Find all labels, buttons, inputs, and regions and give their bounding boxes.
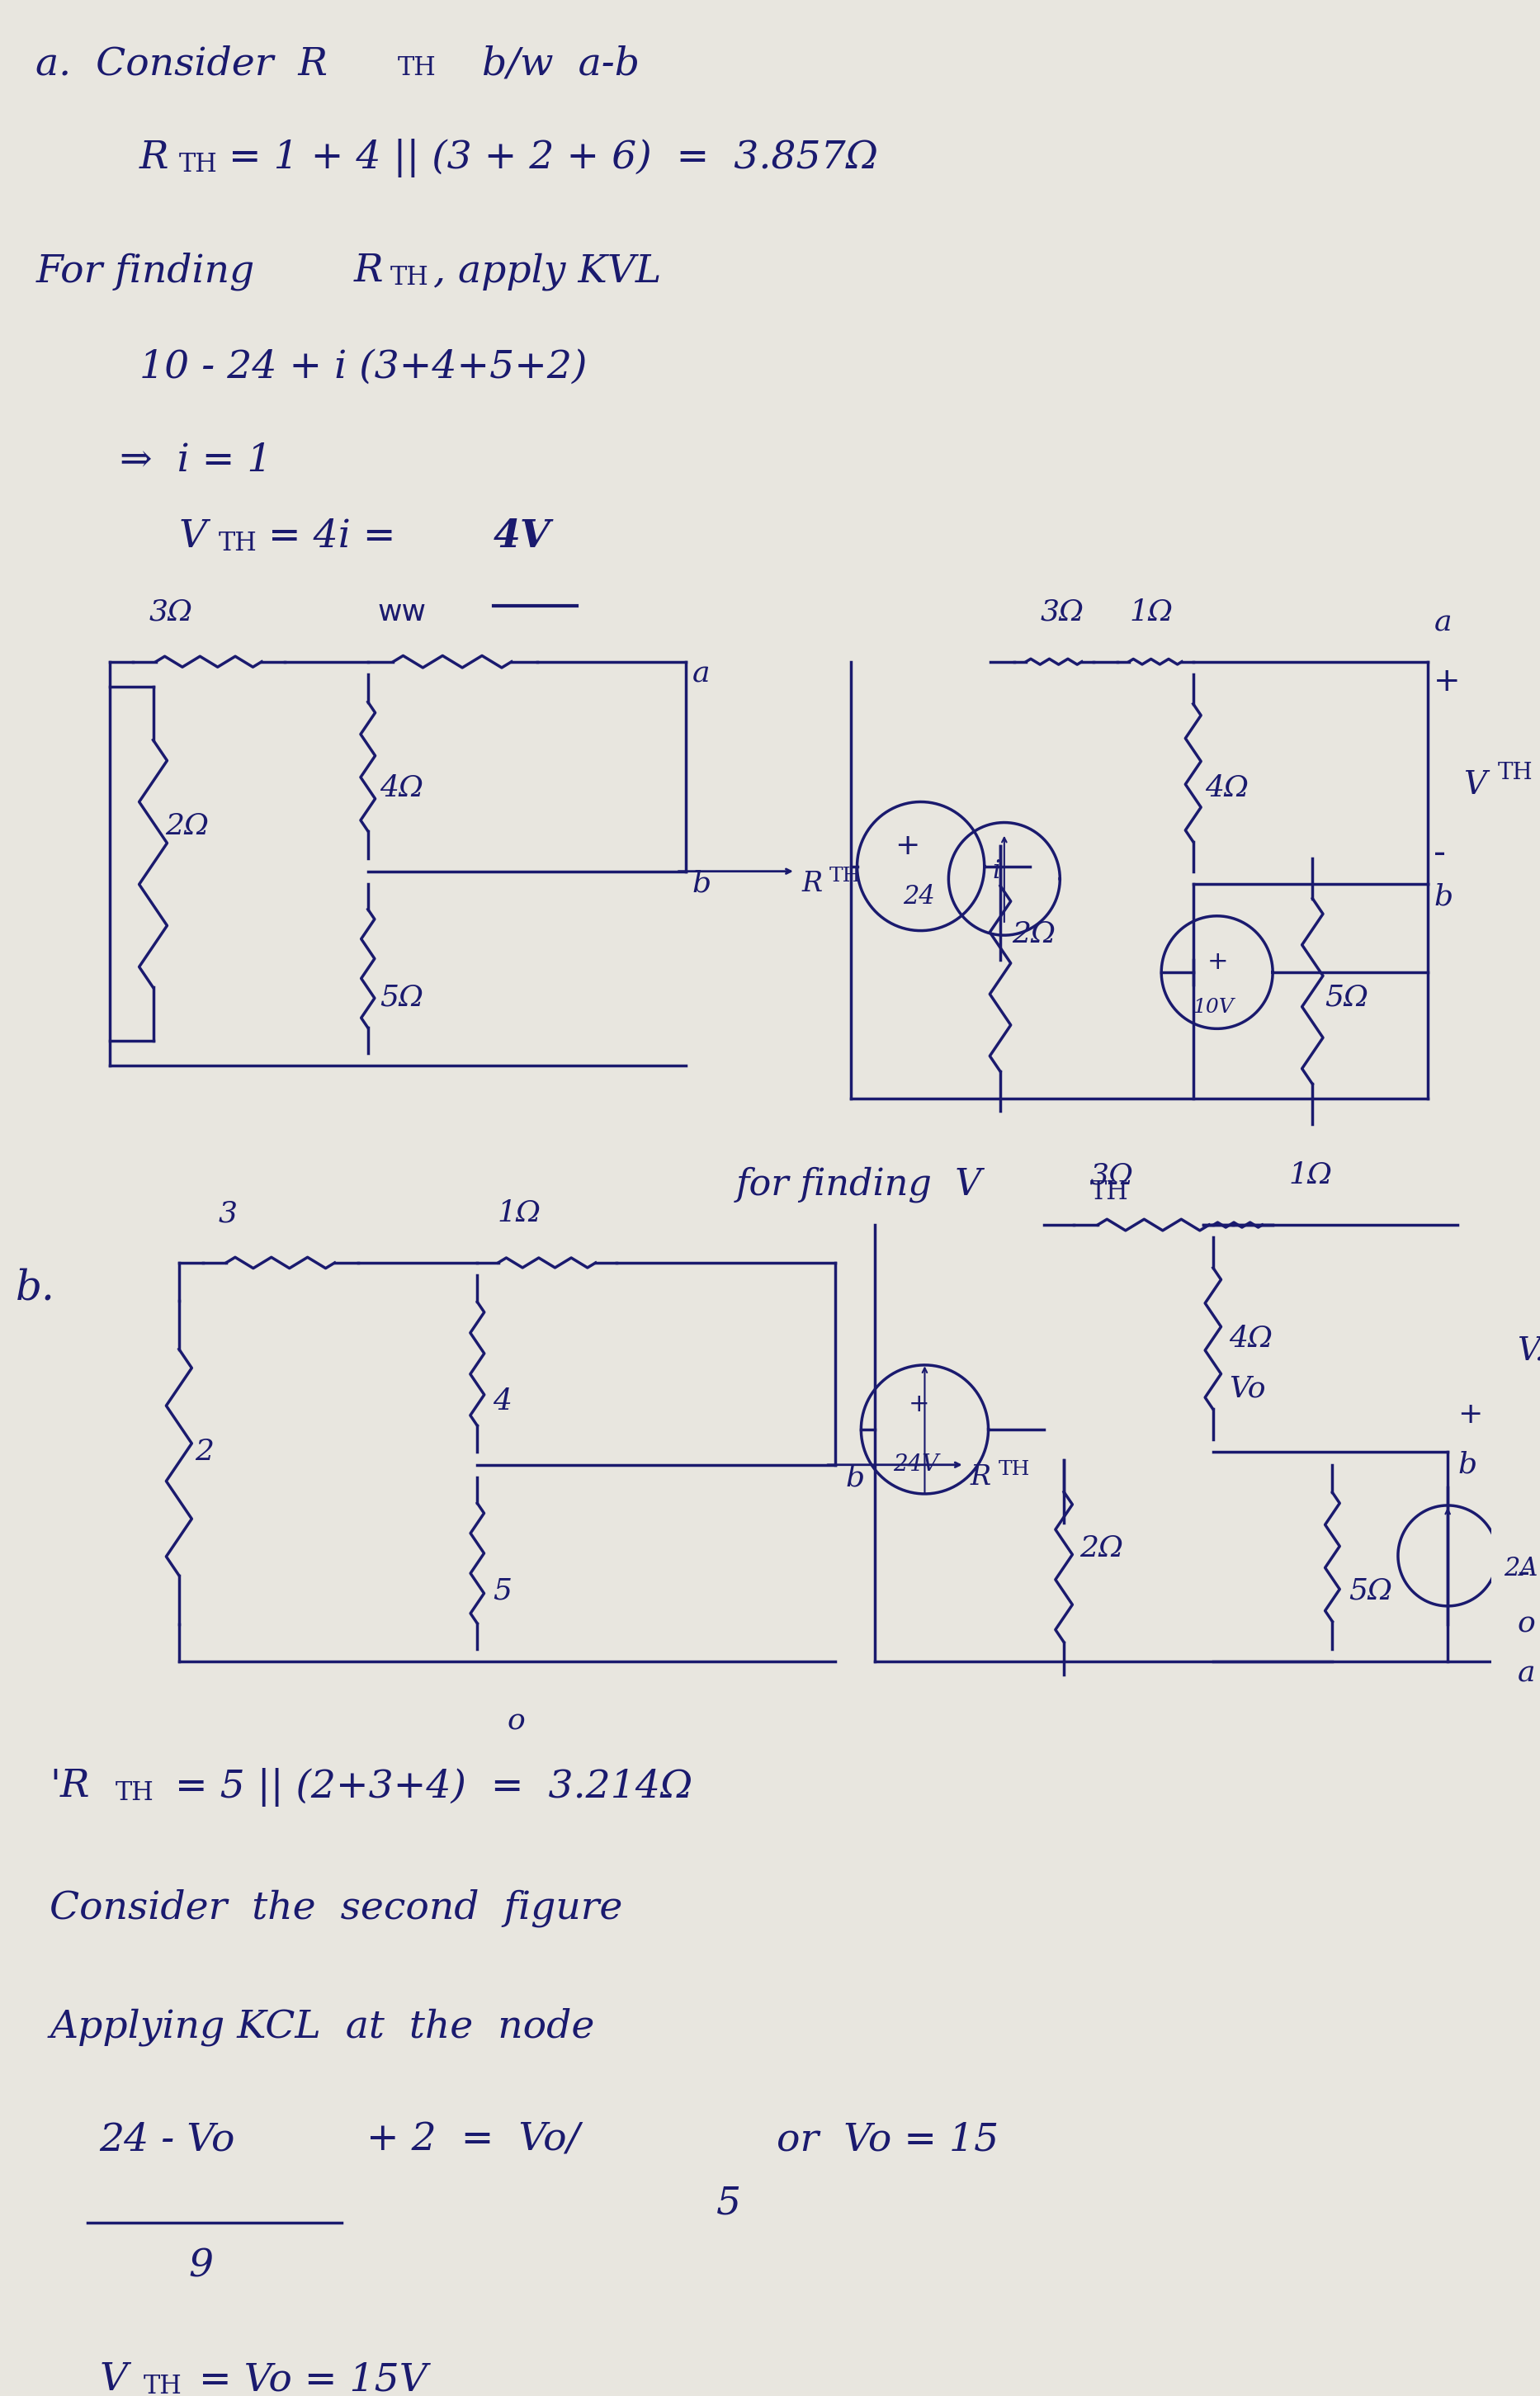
Text: +: + xyxy=(909,1392,930,1416)
Text: 2Ω: 2Ω xyxy=(165,812,209,841)
Text: 9: 9 xyxy=(189,2247,214,2286)
Text: V.: V. xyxy=(1517,1337,1540,1366)
Text: a: a xyxy=(1517,1658,1535,1687)
Text: 24 - Vo: 24 - Vo xyxy=(100,2120,236,2159)
Text: b.: b. xyxy=(15,1267,55,1308)
Text: 3: 3 xyxy=(219,1200,237,1227)
Text: 24V: 24V xyxy=(893,1454,938,1476)
Text: b: b xyxy=(1458,1450,1477,1478)
Text: Consider  the  second  figure: Consider the second figure xyxy=(49,1888,622,1926)
Text: a.  Consider  R: a. Consider R xyxy=(35,46,328,84)
Text: 2A: 2A xyxy=(1503,1555,1537,1581)
Text: = Vo = 15V: = Vo = 15V xyxy=(199,2362,428,2396)
Text: + 2  =  Vo/: + 2 = Vo/ xyxy=(354,2120,579,2159)
Text: -: - xyxy=(1434,836,1446,872)
Text: 10 - 24 + i (3+4+5+2): 10 - 24 + i (3+4+5+2) xyxy=(139,347,587,386)
Text: +: + xyxy=(1458,1399,1483,1428)
Text: TH: TH xyxy=(1090,1179,1129,1205)
Text: 2Ω: 2Ω xyxy=(1080,1533,1124,1562)
Text: a: a xyxy=(691,661,710,688)
Text: ww: ww xyxy=(377,599,427,625)
Text: ⇒  i = 1: ⇒ i = 1 xyxy=(119,441,271,479)
Text: +: + xyxy=(1207,951,1229,975)
Text: 10V: 10V xyxy=(1194,999,1234,1018)
Text: V: V xyxy=(179,518,208,556)
Text: 4Ω: 4Ω xyxy=(1229,1325,1272,1354)
Text: V: V xyxy=(100,2362,128,2396)
Text: 5: 5 xyxy=(493,1577,513,1605)
Text: -: - xyxy=(1517,1555,1529,1591)
Text: R: R xyxy=(970,1464,992,1490)
Text: or  Vo = 15: or Vo = 15 xyxy=(752,2120,998,2159)
Text: For finding: For finding xyxy=(35,252,254,290)
Text: b: b xyxy=(1434,882,1452,910)
Text: +: + xyxy=(1434,666,1461,697)
Text: 1Ω: 1Ω xyxy=(497,1200,541,1227)
Text: 24: 24 xyxy=(902,884,935,910)
Text: 5Ω: 5Ω xyxy=(1324,982,1368,1011)
Text: Vo: Vo xyxy=(1229,1375,1266,1404)
Text: b: b xyxy=(845,1464,864,1490)
Text: 3Ω: 3Ω xyxy=(149,599,192,625)
Text: o: o xyxy=(507,1708,525,1735)
Text: 5: 5 xyxy=(716,2185,741,2221)
Text: b/w  a-b: b/w a-b xyxy=(457,46,639,84)
Text: 4Ω: 4Ω xyxy=(380,774,424,803)
Text: TH: TH xyxy=(390,266,428,290)
Text: R: R xyxy=(139,139,168,177)
Text: TH: TH xyxy=(115,1780,154,1807)
Text: TH: TH xyxy=(998,1459,1030,1478)
Text: 4Ω: 4Ω xyxy=(1206,774,1249,803)
Text: i: i xyxy=(992,858,1001,884)
Text: TH: TH xyxy=(829,867,861,887)
Text: 'R: 'R xyxy=(49,1768,89,1804)
Text: for finding  V: for finding V xyxy=(736,1167,983,1203)
Text: 4V: 4V xyxy=(493,518,550,556)
Text: TH: TH xyxy=(1497,762,1532,783)
Text: 1Ω: 1Ω xyxy=(1129,599,1173,625)
Text: 3Ω: 3Ω xyxy=(1040,599,1084,625)
Text: = 1 + 4 || (3 + 2 + 6)  =  3.857Ω: = 1 + 4 || (3 + 2 + 6) = 3.857Ω xyxy=(229,139,878,177)
Text: 3Ω: 3Ω xyxy=(1090,1162,1133,1188)
Text: TH: TH xyxy=(179,151,217,177)
Text: = 5 || (2+3+4)  =  3.214Ω: = 5 || (2+3+4) = 3.214Ω xyxy=(176,1768,693,1807)
Text: 5Ω: 5Ω xyxy=(1349,1577,1392,1605)
Text: b: b xyxy=(691,870,711,898)
Text: +: + xyxy=(895,831,919,860)
Text: TH: TH xyxy=(219,530,257,556)
Text: R: R xyxy=(354,252,383,290)
Text: a: a xyxy=(1434,609,1452,637)
Text: , apply KVL: , apply KVL xyxy=(434,252,662,290)
Text: 2Ω: 2Ω xyxy=(1012,920,1056,949)
Text: 4: 4 xyxy=(493,1387,513,1416)
Text: o: o xyxy=(1517,1610,1535,1639)
Text: TH: TH xyxy=(397,55,436,81)
Text: V: V xyxy=(1463,769,1486,800)
Text: R: R xyxy=(801,870,822,896)
Text: TH: TH xyxy=(143,2374,182,2396)
Text: = 4i =: = 4i = xyxy=(268,518,408,556)
Text: 1Ω: 1Ω xyxy=(1289,1162,1332,1188)
Text: Applying KCL  at  the  node: Applying KCL at the node xyxy=(49,2008,594,2046)
Text: 5Ω: 5Ω xyxy=(380,982,424,1011)
Text: 2: 2 xyxy=(196,1438,214,1466)
